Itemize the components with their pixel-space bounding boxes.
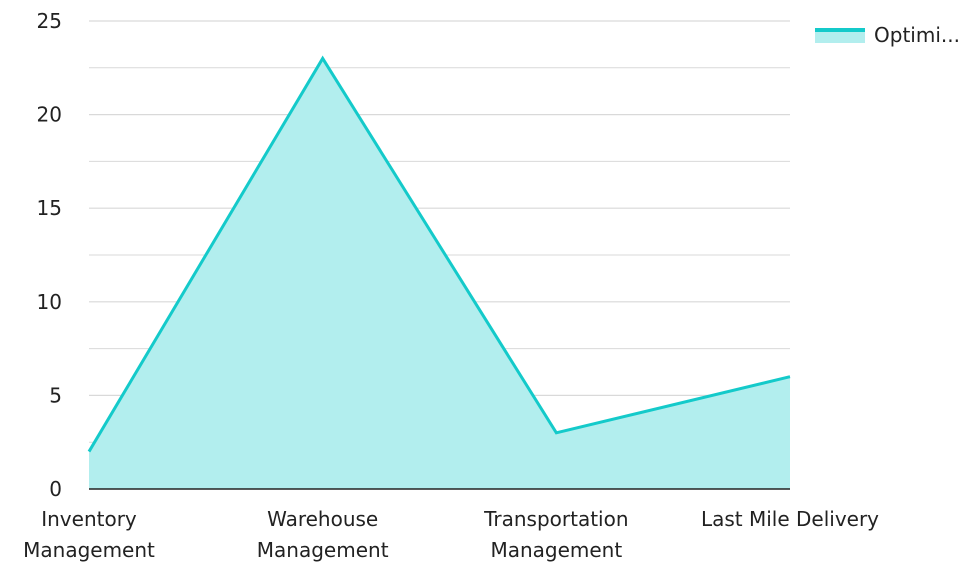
- y-tick-label: 15: [37, 196, 62, 220]
- y-tick-label: 5: [49, 383, 62, 407]
- legend-swatch-fill: [815, 29, 865, 43]
- y-tick-label: 0: [49, 477, 62, 501]
- legend[interactable]: Optimi...: [815, 23, 960, 47]
- x-tick-label: Warehouse Management: [257, 507, 389, 562]
- y-tick-label: 10: [37, 290, 62, 314]
- y-axis-tick-labels: 0 5 10 15 20 25: [37, 9, 62, 501]
- x-tick-label: Last Mile Delivery: [701, 507, 879, 531]
- series-line: [87, 55, 791, 453]
- y-tick-label: 25: [37, 9, 62, 33]
- legend-label[interactable]: Optimi...: [874, 23, 960, 47]
- x-axis-tick-labels: Inventory Management Warehouse Management Tr…: [23, 507, 879, 562]
- y-tick-label: 20: [37, 103, 62, 127]
- x-tick-label: Transportation Management: [483, 507, 628, 562]
- x-tick-label: Inventory Management: [23, 507, 155, 562]
- series-area-fill: [89, 58, 790, 489]
- series-area: [87, 55, 791, 489]
